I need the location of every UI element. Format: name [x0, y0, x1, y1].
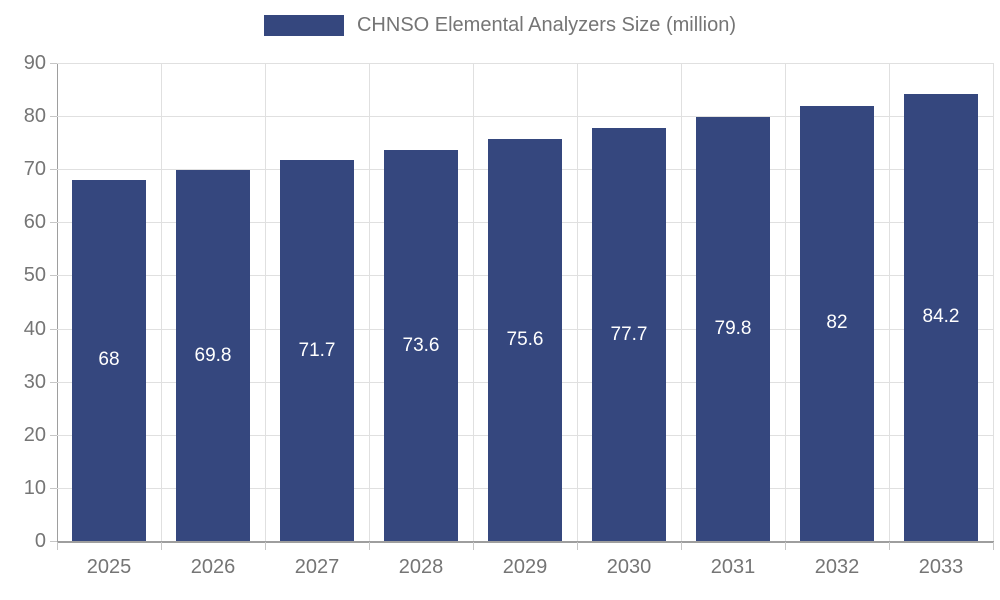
x-axis-tick [265, 542, 266, 550]
x-axis-tick-label: 2032 [814, 556, 860, 578]
y-axis-tick-label: 30 [23, 370, 46, 393]
x-axis-tick-label: 2029 [502, 556, 548, 578]
y-axis-tick [50, 63, 57, 64]
y-axis-tick [50, 541, 57, 542]
gridline-horizontal [57, 116, 993, 118]
bar-2029[interactable]: 75.6 [488, 139, 562, 541]
y-axis-tick [50, 328, 57, 330]
bar-value-label: 68 [98, 349, 120, 371]
y-axis-tick-label: 70 [23, 158, 46, 181]
bar-2025[interactable]: 68 [72, 179, 146, 541]
bar-2027[interactable]: 71.7 [280, 160, 354, 541]
x-axis-tick [889, 542, 890, 550]
x-axis-tick [577, 542, 578, 550]
bar-value-label: 75.6 [506, 329, 544, 351]
bar-value-label: 71.7 [298, 339, 336, 361]
gridline-vertical [577, 63, 578, 541]
bar-value-label: 69.8 [194, 344, 232, 366]
gridline-horizontal [57, 63, 993, 64]
legend[interactable]: CHNSO Elemental Analyzers Size (million) [0, 14, 1000, 37]
x-axis-tick [473, 542, 474, 550]
y-axis-tick [50, 434, 57, 436]
x-axis-tick-label: 2028 [398, 556, 444, 578]
x-axis-tick [57, 542, 58, 550]
bar-2032[interactable]: 82 [800, 105, 874, 541]
y-axis-tick-label: 60 [23, 211, 46, 234]
legend-label: CHNSO Elemental Analyzers Size (million) [356, 14, 736, 36]
bar-value-label: 79.8 [714, 318, 752, 340]
y-axis-tick-label: 0 [34, 530, 46, 552]
y-axis-tick-label: 40 [23, 317, 46, 340]
x-axis-tick [993, 542, 994, 550]
bar-value-label: 82 [826, 312, 848, 334]
gridline-vertical [265, 63, 266, 541]
bar-value-label: 77.7 [610, 323, 648, 345]
bar-2026[interactable]: 69.8 [176, 170, 250, 541]
bar-2030[interactable]: 77.7 [592, 128, 666, 541]
y-axis-tick [50, 116, 57, 118]
y-axis-tick [50, 169, 57, 171]
x-axis-line [57, 541, 994, 543]
x-axis-tick-label: 2026 [190, 556, 236, 578]
x-axis-tick [681, 542, 682, 550]
gridline-vertical [369, 63, 370, 541]
y-axis-line [57, 63, 58, 550]
bar-value-label: 73.6 [402, 334, 440, 356]
y-axis-tick-label: 50 [23, 264, 46, 287]
x-axis-tick [369, 542, 370, 550]
y-axis-tick [50, 222, 57, 224]
y-axis-tick-label: 90 [23, 52, 46, 74]
x-axis-tick-label: 2031 [710, 556, 756, 578]
x-axis-tick [785, 542, 786, 550]
gridline-vertical [889, 63, 890, 541]
x-axis-tick-label: 2027 [294, 556, 340, 578]
y-axis-tick-label: 10 [23, 476, 46, 499]
bar-2031[interactable]: 79.8 [696, 117, 770, 541]
gridline-vertical [161, 63, 162, 541]
y-axis-tick [50, 487, 57, 489]
gridline-vertical [473, 63, 474, 541]
gridline-vertical [993, 63, 994, 541]
gridline-vertical [681, 63, 682, 541]
y-axis-tick [50, 275, 57, 277]
x-axis-tick [161, 542, 162, 550]
bar-2033[interactable]: 84.2 [904, 93, 978, 541]
x-axis-tick-label: 2033 [918, 556, 964, 578]
gridline-vertical [785, 63, 786, 541]
legend-swatch-icon [263, 15, 344, 36]
plot-area: 68 69.8 71.7 73.6 75.6 77.7 79.8 82 84.2 [57, 63, 994, 541]
x-axis-tick-label: 2025 [86, 556, 132, 578]
bar-2028[interactable]: 73.6 [384, 150, 458, 541]
y-axis-tick-label: 80 [23, 105, 46, 128]
bar-value-label: 84.2 [922, 306, 960, 328]
y-axis-tick-label: 20 [23, 423, 46, 446]
y-axis-tick [50, 381, 57, 383]
x-axis-tick-label: 2030 [606, 556, 652, 578]
